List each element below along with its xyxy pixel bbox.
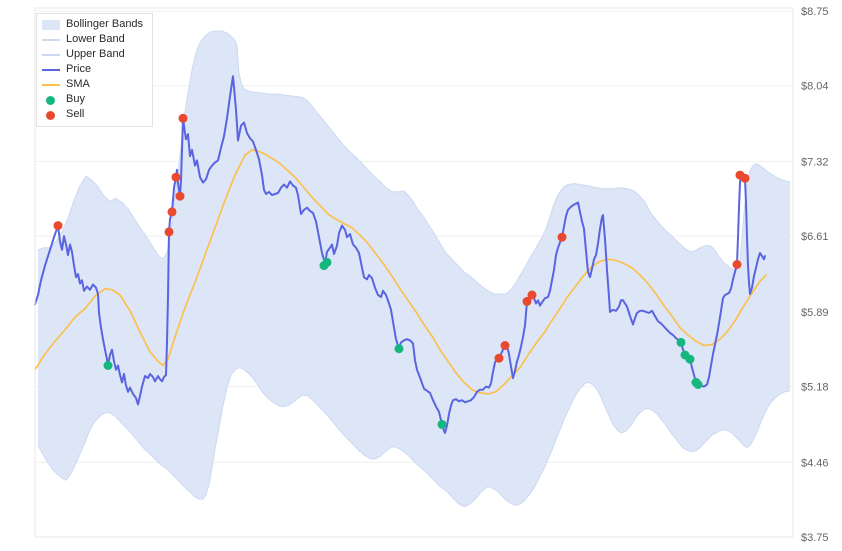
legend-line-swatch <box>42 64 60 76</box>
legend-label: Upper Band <box>66 48 125 60</box>
plot-border <box>34 7 794 538</box>
legend-marker-swatch <box>42 109 60 121</box>
legend: Bollinger Bands Lower Band Upper Band Price… <box>36 13 154 127</box>
y-tick-label: $6.61 <box>801 231 829 243</box>
buy-marker <box>437 419 447 429</box>
legend-item-sma[interactable]: SMA <box>42 77 143 92</box>
buy-marker <box>676 337 686 347</box>
sell-marker <box>167 207 177 217</box>
y-tick-label: $3.75 <box>801 532 829 544</box>
legend-label: Sell <box>66 108 85 120</box>
legend-item-price[interactable]: Price <box>42 62 143 77</box>
buy-marker <box>693 380 703 389</box>
price-line <box>34 75 766 434</box>
buy-marker <box>685 354 695 364</box>
sell-marker <box>522 296 532 306</box>
sell-marker <box>732 260 742 269</box>
legend-label: Lower Band <box>66 33 125 45</box>
y-tick-label: $8.75 <box>801 6 829 18</box>
legend-item-upper-band[interactable]: Upper Band <box>42 47 143 62</box>
sell-marker <box>527 290 537 300</box>
sell-marker <box>175 191 185 201</box>
legend-line-swatch <box>42 49 60 61</box>
legend-line-swatch <box>42 34 60 46</box>
legend-fill-swatch <box>42 19 60 31</box>
sell-marker <box>171 172 181 182</box>
sell-marker <box>500 341 510 350</box>
buy-marker <box>103 361 113 370</box>
y-tick-label: $7.32 <box>801 156 829 168</box>
sell-marker <box>164 227 174 237</box>
y-tick-label: $8.04 <box>801 81 829 93</box>
legend-item-buy[interactable]: Buy <box>42 92 143 107</box>
legend-item-bollinger-bands[interactable]: Bollinger Bands <box>42 17 143 32</box>
y-tick-label: $5.18 <box>801 382 829 394</box>
sell-marker <box>53 221 63 231</box>
legend-item-lower-band[interactable]: Lower Band <box>42 32 143 47</box>
legend-item-sell[interactable]: Sell <box>42 107 143 122</box>
legend-label: Bollinger Bands <box>66 18 144 30</box>
legend-label: SMA <box>66 78 90 90</box>
legend-label: Buy <box>66 93 85 105</box>
bollinger-band-fill <box>38 31 790 507</box>
legend-label: Price <box>66 63 92 75</box>
sell-marker <box>740 173 750 183</box>
buy-marker <box>394 344 404 354</box>
lower-band-line <box>37 367 791 507</box>
sell-marker <box>494 353 504 363</box>
legend-line-swatch <box>42 79 60 91</box>
sell-marker <box>557 232 567 242</box>
y-tick-label: $4.46 <box>801 457 829 469</box>
legend-marker-swatch <box>42 94 60 106</box>
buy-marker <box>322 257 332 267</box>
y-tick-label: $5.89 <box>801 307 829 319</box>
sell-marker <box>178 113 188 123</box>
